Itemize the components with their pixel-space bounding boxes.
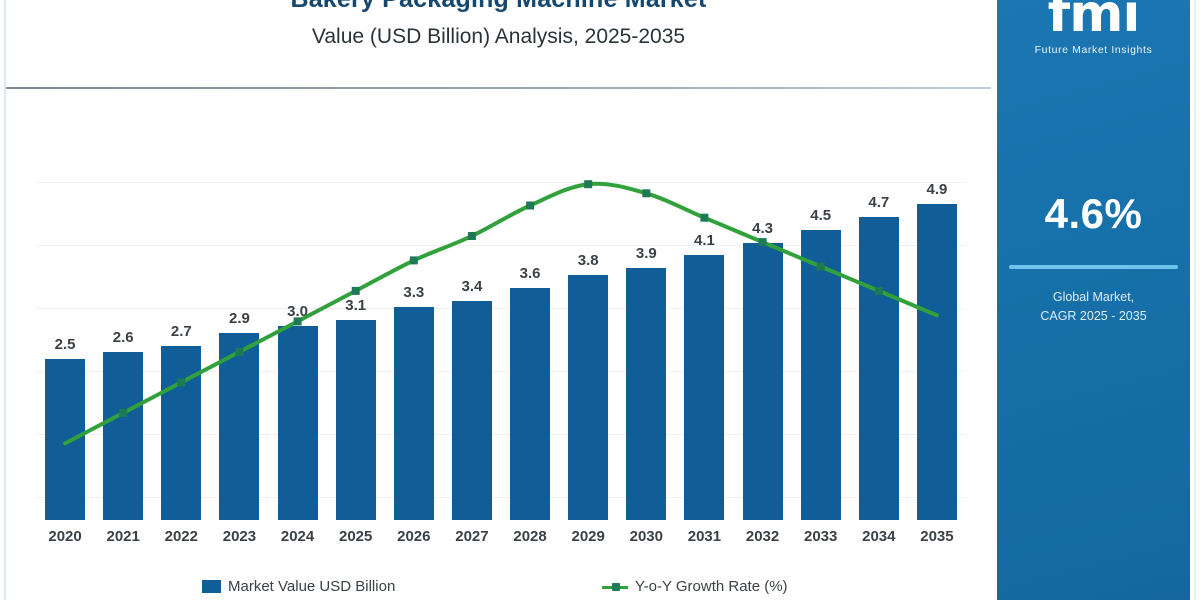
page-subtitle: Value (USD Billion) Analysis, 2025-2035 [311, 25, 686, 48]
cagr-note-line-2: CAGR 2025 - 2035 [1040, 309, 1147, 323]
bar-value-label: 2.7 [170, 322, 192, 340]
bar-slot: 2.5 [36, 120, 94, 520]
x-axis-tick: 2031 [687, 528, 722, 545]
x-axis-tick: 2035 [920, 528, 954, 545]
legend-label-growth-rate: Y-o-Y Growth Rate (%) [635, 578, 788, 595]
bar [393, 307, 434, 520]
x-axis-tick: 2034 [862, 528, 896, 545]
bar-slot: 4.3 [734, 120, 792, 520]
x-axis-tick: 2025 [339, 528, 373, 545]
bar-slot: 4.9 [908, 120, 966, 520]
bar-slot: 2.9 [210, 120, 268, 520]
bar-value-label: 4.7 [868, 193, 890, 211]
plot-area: 2.5 2.6 2.7 2.9 3.0 3.1 3.3 3.4 3.6 3.8 3.9 4.1 4.3 4… [36, 120, 966, 520]
bar-swatch-icon [202, 580, 221, 593]
line-swatch-icon [602, 581, 628, 593]
x-axis-tick: 2020 [48, 528, 82, 545]
bar [626, 268, 667, 520]
bar [219, 332, 260, 520]
bar-value-label: 2.9 [229, 309, 250, 327]
bar [742, 242, 783, 520]
bar-value-label: 2.6 [112, 329, 134, 347]
chart-legend: Market Value USD Billion Y-o-Y Growth Ra… [36, 578, 966, 600]
bar-value-label: 3.1 [345, 297, 367, 314]
bar-value-label: 3.3 [403, 284, 425, 302]
bar-value-label: 3.4 [461, 277, 483, 295]
bar [103, 352, 144, 520]
bar-value-label: 3.6 [519, 264, 541, 282]
cagr-value: 4.6% [1044, 190, 1143, 237]
x-axis-tick: 2024 [280, 528, 315, 545]
bar-slot: 4.5 [792, 120, 850, 520]
bar-slot: 3.4 [443, 120, 501, 520]
legend-item-growth-rate: Y-o-Y Growth Rate (%) [602, 578, 788, 595]
x-axis-tick: 2022 [164, 528, 198, 545]
legend-label-market-value: Market Value USD Billion [228, 578, 396, 595]
bar-slot: 3.6 [501, 120, 559, 520]
bar-value-label: 2.5 [54, 335, 76, 353]
bar-slot: 2.6 [94, 120, 152, 520]
x-axis-labels: 2020 2021 2022 2023 2024 2025 2026 2027 2028 2029… [36, 528, 966, 545]
bar [568, 274, 609, 520]
header-divider [6, 87, 991, 89]
brand-tagline: Future Market Insights [1034, 44, 1153, 56]
x-axis-tick: 2026 [397, 528, 431, 545]
title-block: Bakery Packaging Machine Market Value (U… [6, 0, 991, 52]
bar-slot: 3.3 [385, 120, 443, 520]
bar [684, 255, 725, 520]
page-title: Bakery Packaging Machine Market [6, 0, 991, 14]
summary-panel: fmi Future Market Insights 4.6% Global M… [997, 0, 1190, 600]
bar-value-label: 3.9 [635, 245, 657, 263]
legend-item-market-value: Market Value USD Billion [202, 578, 395, 595]
panel-divider [1009, 265, 1178, 269]
bar [800, 229, 841, 520]
bar-value-label: 3.8 [577, 251, 599, 269]
bar [916, 203, 957, 520]
bar-value-label: 4.3 [752, 219, 773, 237]
x-axis-tick: 2023 [222, 528, 257, 545]
bar-series: 2.5 2.6 2.7 2.9 3.0 3.1 3.3 3.4 3.6 3.8 3.9 4.1 4.3 4… [36, 120, 966, 520]
bar [161, 345, 202, 520]
bar-slot: 3.1 [327, 120, 385, 520]
bar-slot: 2.7 [152, 120, 210, 520]
x-axis-tick: 2033 [804, 528, 838, 545]
bar [277, 326, 318, 520]
bar-value-label: 4.9 [926, 180, 948, 198]
bar [451, 300, 492, 520]
x-axis-tick: 2027 [455, 528, 489, 545]
bar [335, 320, 376, 520]
bar-slot: 3.0 [269, 120, 327, 520]
outer-frame [4, 0, 1196, 600]
bar-slot: 3.8 [559, 120, 617, 520]
bar [510, 287, 551, 520]
x-axis-tick: 2030 [629, 528, 663, 545]
x-axis-tick: 2021 [106, 528, 140, 545]
bar-value-label: 3.0 [287, 303, 308, 321]
brand-logo: fmi Future Market Insights [997, 0, 1190, 56]
bar-slot: 3.9 [617, 120, 675, 520]
fmi-logo-icon: fmi [1047, 0, 1141, 44]
bar-value-label: 4.5 [810, 206, 832, 224]
cagr-note-line-1: Global Market, [1052, 290, 1135, 304]
x-axis-tick: 2028 [513, 528, 547, 545]
bar [858, 216, 899, 520]
cagr-note: Global Market, CAGR 2025 - 2035 [997, 288, 1190, 326]
gridline [36, 497, 966, 498]
x-axis-tick: 2029 [571, 528, 605, 545]
bar-slot: 4.7 [850, 120, 908, 520]
bar-value-label: 4.1 [694, 232, 715, 250]
x-axis-tick: 2032 [745, 528, 780, 545]
bar-slot: 4.1 [675, 120, 733, 520]
bar [45, 358, 86, 520]
